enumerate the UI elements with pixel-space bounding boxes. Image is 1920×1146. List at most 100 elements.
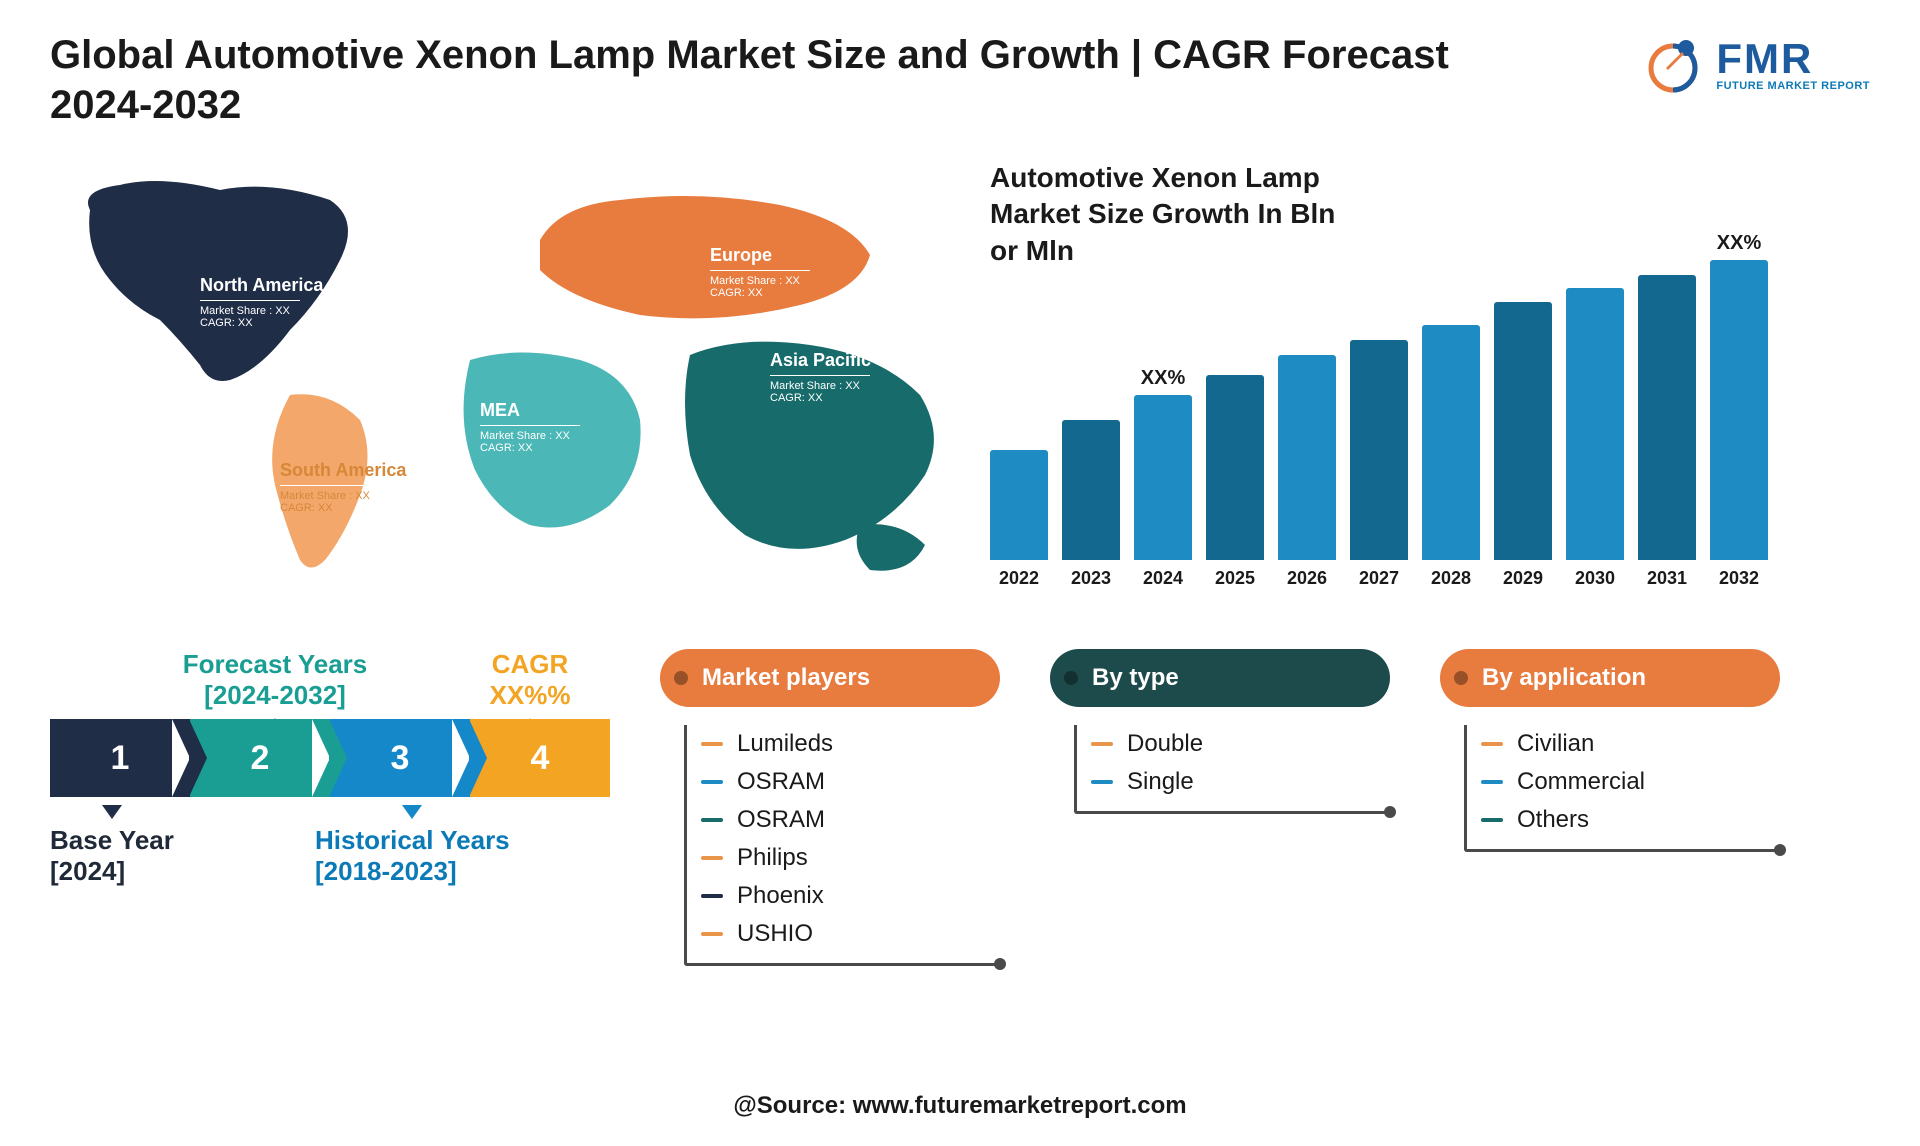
bar-year-label: 2027	[1359, 568, 1399, 589]
item-label: OSRAM	[737, 768, 825, 796]
timeline-step-2: 2	[190, 719, 330, 797]
bar-year-label: 2026	[1287, 568, 1327, 589]
list-item: Lumileds	[701, 725, 1000, 763]
category-card-2: By application Civilian Commercial Other…	[1440, 649, 1780, 966]
bar-2025: 2025	[1206, 375, 1264, 589]
bar-2026: 2026	[1278, 355, 1336, 589]
region-cagr: CAGR: XX	[710, 287, 810, 299]
region-label-mea: MEA Market Share : XX CAGR: XX	[480, 400, 580, 454]
bar-rect	[1494, 302, 1552, 560]
item-label: USHIO	[737, 920, 813, 948]
bar-rect	[1206, 375, 1264, 560]
list-item: Single	[1091, 763, 1390, 801]
list-item: Others	[1481, 801, 1780, 839]
item-label: Phoenix	[737, 882, 824, 910]
category-card-1: By type Double Single	[1050, 649, 1390, 966]
forecast-range: [2024-2032]	[204, 680, 346, 710]
bar-2023: 2023	[1062, 420, 1120, 589]
bullet-icon	[701, 780, 723, 784]
world-map: North America Market Share : XX CAGR: XX…	[50, 160, 950, 580]
logo-globe-icon	[1638, 30, 1708, 100]
base-label-text: Base Year	[50, 825, 174, 855]
dot-icon	[674, 671, 688, 685]
bullet-icon	[701, 856, 723, 860]
timeline-block: Forecast Years [2024-2032] CAGR XX%% 1 2…	[50, 649, 610, 797]
forecast-label-text: Forecast Years	[183, 649, 368, 679]
hist-label-text: Historical Years	[315, 825, 510, 855]
list-item: USHIO	[701, 915, 1000, 953]
region-cagr: CAGR: XX	[200, 317, 323, 329]
bullet-icon	[1091, 780, 1113, 784]
bullet-icon	[701, 932, 723, 936]
top-row: North America Market Share : XX CAGR: XX…	[50, 160, 1870, 589]
item-label: Lumileds	[737, 730, 833, 758]
bar-annotation: XX%	[1717, 232, 1761, 255]
list-item: OSRAM	[701, 763, 1000, 801]
bullet-icon	[1481, 818, 1503, 822]
category-pill: By application	[1440, 649, 1780, 707]
logo-subtitle: FUTURE MARKET REPORT	[1716, 80, 1870, 92]
base-value: [2024]	[50, 856, 125, 886]
bar-rect	[1710, 260, 1768, 560]
timeline-steps: 1 2 3 4	[50, 719, 610, 797]
list-item: Civilian	[1481, 725, 1780, 763]
list-item: Commercial	[1481, 763, 1780, 801]
hist-value: [2018-2023]	[315, 856, 457, 886]
bar-rect	[1278, 355, 1336, 560]
cagr-label-text: CAGR	[492, 649, 569, 679]
timeline-step-3: 3	[330, 719, 470, 797]
page-title: Global Automotive Xenon Lamp Market Size…	[50, 30, 1550, 130]
region-europe	[520, 180, 880, 340]
item-label: Commercial	[1517, 768, 1645, 796]
list-item: OSRAM	[701, 801, 1000, 839]
bar-rect	[1134, 395, 1192, 560]
category-cards: Market players Lumileds OSRAM OSRAM Phil…	[660, 649, 1870, 966]
timeline-step-1: 1	[50, 719, 190, 797]
item-label: OSRAM	[737, 806, 825, 834]
bar-annotation: XX%	[1141, 367, 1185, 390]
bar-rect	[1062, 420, 1120, 560]
logo-text: FMR	[1716, 38, 1870, 80]
bullet-icon	[701, 818, 723, 822]
bullet-icon	[701, 894, 723, 898]
bar-2027: 2027	[1350, 340, 1408, 589]
region-share: Market Share : XX	[710, 275, 810, 287]
bar-2022: 2022	[990, 450, 1048, 589]
region-name: MEA	[480, 400, 580, 421]
item-label: Double	[1127, 730, 1203, 758]
bullet-icon	[701, 742, 723, 746]
bar-year-label: 2024	[1143, 568, 1183, 589]
region-cagr: CAGR: XX	[480, 442, 580, 454]
bar-2024: XX% 2024	[1134, 395, 1192, 589]
header: Global Automotive Xenon Lamp Market Size…	[50, 30, 1870, 130]
bar-year-label: 2025	[1215, 568, 1255, 589]
region-share: Market Share : XX	[200, 305, 323, 317]
list-item: Double	[1091, 725, 1390, 763]
region-share: Market Share : XX	[280, 490, 406, 502]
category-title: Market players	[702, 664, 870, 692]
cagr-value: XX%%	[490, 680, 571, 710]
list-item: Phoenix	[701, 877, 1000, 915]
bar-year-label: 2029	[1503, 568, 1543, 589]
region-name: Asia Pacific	[770, 350, 871, 371]
bullet-icon	[1481, 780, 1503, 784]
region-cagr: CAGR: XX	[280, 502, 406, 514]
item-label: Single	[1127, 768, 1194, 796]
bar-2029: 2029	[1494, 302, 1552, 589]
category-card-0: Market players Lumileds OSRAM OSRAM Phil…	[660, 649, 1000, 966]
bottom-row: Forecast Years [2024-2032] CAGR XX%% 1 2…	[50, 649, 1870, 966]
category-list: Civilian Commercial Others	[1464, 725, 1780, 852]
bar-2030: 2030	[1566, 288, 1624, 589]
region-name: North America	[200, 275, 323, 296]
bar-2031: 2031	[1638, 275, 1696, 589]
region-share: Market Share : XX	[770, 380, 871, 392]
bullet-icon	[1481, 742, 1503, 746]
category-title: By application	[1482, 664, 1646, 692]
region-share: Market Share : XX	[480, 430, 580, 442]
bar-2028: 2028	[1422, 325, 1480, 589]
bar-year-label: 2030	[1575, 568, 1615, 589]
bars-container: 2022 2023XX% 2024 2025 2026 2027 2028 20…	[990, 279, 1870, 589]
base-year-label: Base Year [2024]	[50, 805, 174, 887]
bar-year-label: 2032	[1719, 568, 1759, 589]
source-attribution: @Source: www.futuremarketreport.com	[733, 1092, 1186, 1120]
